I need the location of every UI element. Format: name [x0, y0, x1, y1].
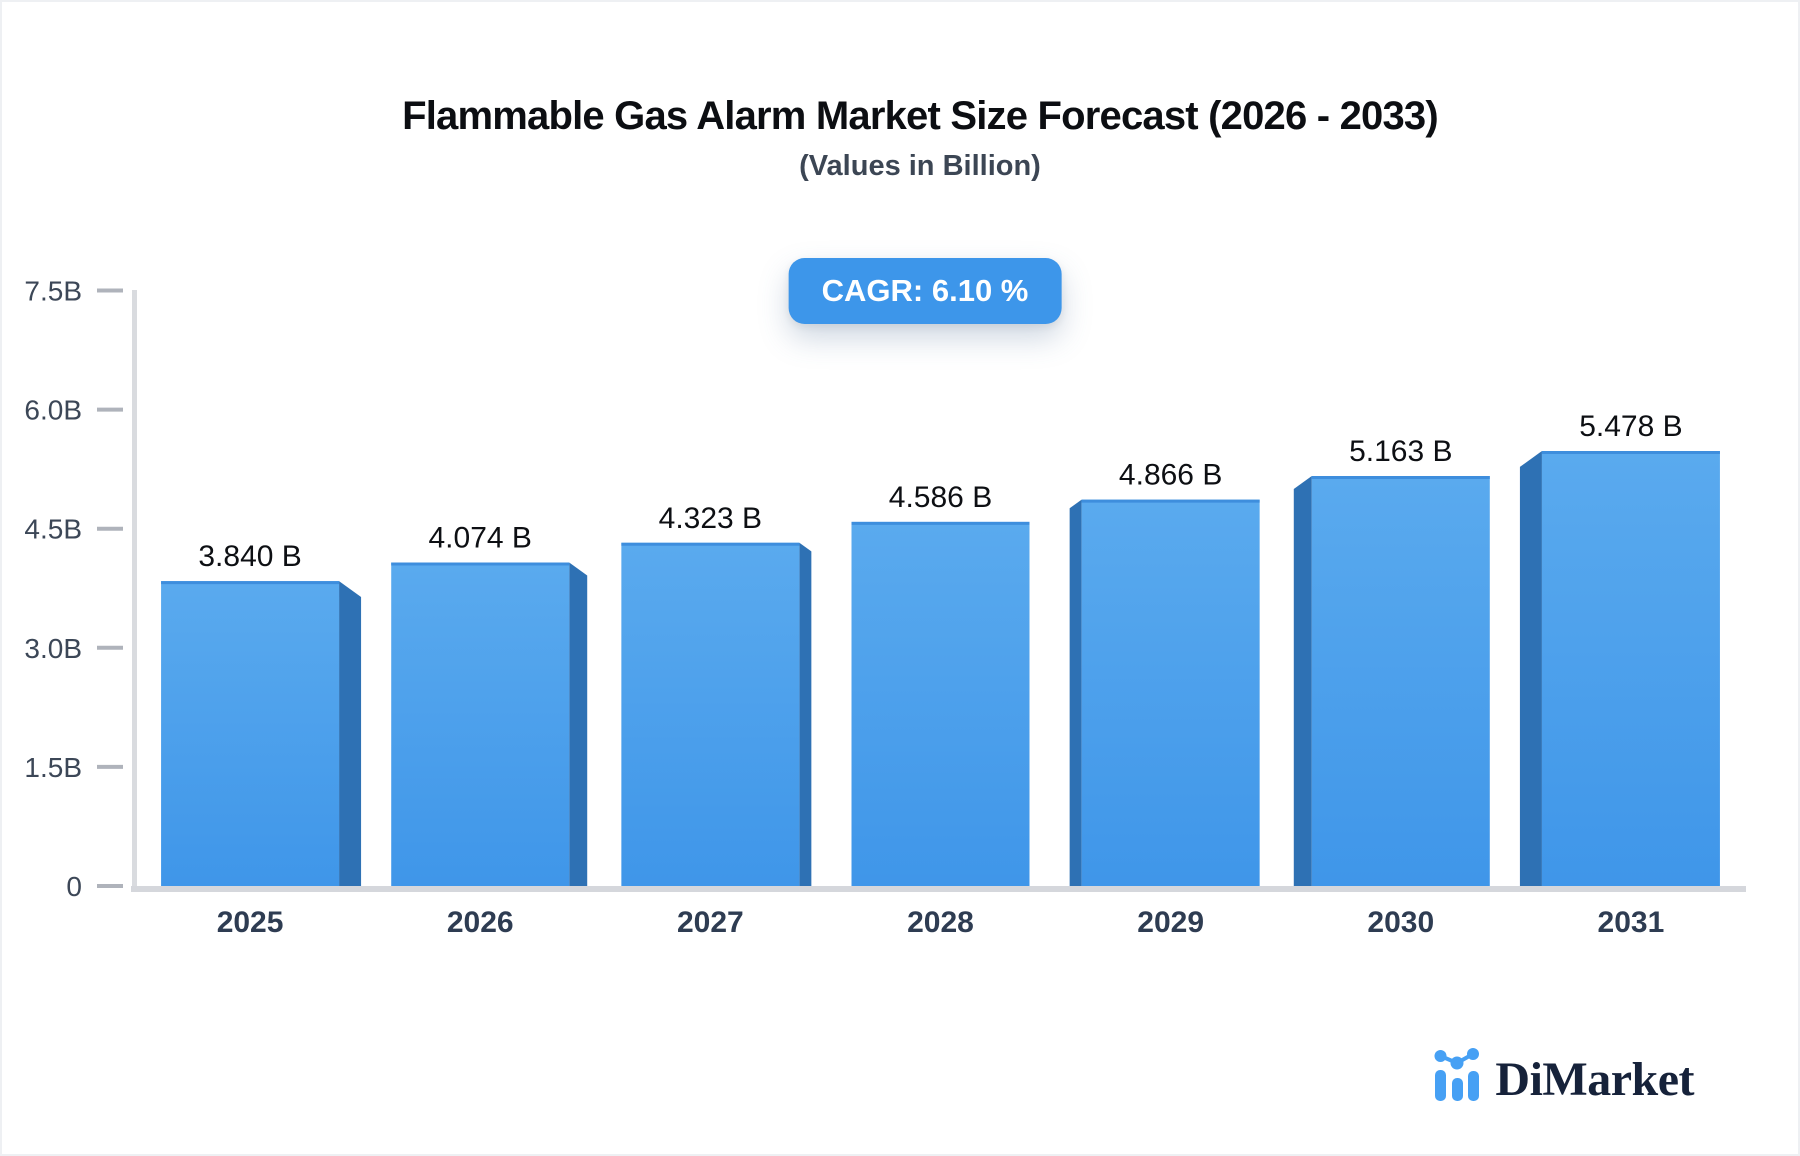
bar-chart-logo-icon — [1434, 1048, 1480, 1101]
bar-side-face-2031 — [1519, 451, 1542, 886]
bar-2029[interactable] — [1069, 499, 1260, 886]
x-axis-line — [131, 886, 1746, 892]
bar-side-face-2030 — [1293, 476, 1312, 886]
logo-bar-2 — [1468, 1071, 1480, 1101]
x-label-2029: 2029 — [1137, 906, 1204, 939]
brand-logo: DiMarket — [1433, 1044, 1694, 1106]
cagr-badge: CAGR: 6.10 % — [788, 258, 1062, 324]
bar-2031[interactable] — [1519, 451, 1720, 886]
value-label-2028: 4.586 B — [889, 481, 992, 514]
logo-bar-0 — [1435, 1070, 1447, 1101]
bar-side-face-2025 — [339, 581, 362, 886]
y-tick-label-0: 0 — [66, 871, 82, 902]
bar-face-2027 — [621, 542, 800, 886]
bar-face-2026 — [391, 562, 570, 886]
value-label-2031: 5.478 B — [1579, 410, 1682, 443]
bar-side-face-2029 — [1069, 499, 1082, 886]
logo-dot-2 — [1467, 1048, 1480, 1060]
bar-2025[interactable] — [161, 581, 362, 886]
x-label-2027: 2027 — [677, 906, 744, 939]
bar-2026[interactable] — [391, 562, 588, 886]
bar-side-face-2026 — [569, 562, 588, 886]
bar-side-face-2027 — [799, 542, 812, 886]
chart-title: Flammable Gas Alarm Market Size Forecast… — [402, 94, 1439, 138]
y-tick-label-4.5B: 4.5B — [24, 514, 82, 545]
y-tick-label-1.5B: 1.5B — [24, 752, 82, 783]
bar-face-2028 — [851, 521, 1030, 886]
x-label-2025: 2025 — [217, 906, 284, 939]
x-label-2030: 2030 — [1367, 906, 1434, 939]
y-tick-label-7.5B: 7.5B — [24, 276, 82, 307]
bar-2027[interactable] — [621, 542, 812, 886]
value-label-2025: 3.840 B — [198, 540, 301, 573]
value-label-2027: 4.323 B — [659, 502, 762, 535]
logo-dot-0 — [1434, 1050, 1447, 1062]
bar-2028[interactable] — [851, 521, 1030, 886]
brand-name: DiMarket — [1495, 1052, 1694, 1106]
bar-face-2029 — [1081, 499, 1260, 886]
logo-bar-1 — [1452, 1078, 1464, 1101]
bar-face-2025 — [161, 581, 340, 886]
y-tick-label-6.0B: 6.0B — [24, 395, 82, 426]
x-label-2031: 2031 — [1598, 906, 1665, 939]
chart-subtitle: (Values in Billion) — [799, 150, 1041, 182]
value-label-2030: 5.163 B — [1349, 435, 1452, 468]
x-label-2026: 2026 — [447, 906, 514, 939]
logo-dot-1 — [1450, 1056, 1464, 1070]
value-label-2026: 4.074 B — [429, 522, 532, 555]
y-tick-label-3.0B: 3.0B — [24, 633, 82, 664]
bar-2030[interactable] — [1293, 476, 1490, 886]
y-axis-line — [132, 290, 137, 886]
value-label-2029: 4.866 B — [1119, 459, 1222, 492]
bar-face-2031 — [1541, 451, 1720, 886]
x-label-2028: 2028 — [907, 906, 974, 939]
bar-face-2030 — [1311, 476, 1490, 886]
